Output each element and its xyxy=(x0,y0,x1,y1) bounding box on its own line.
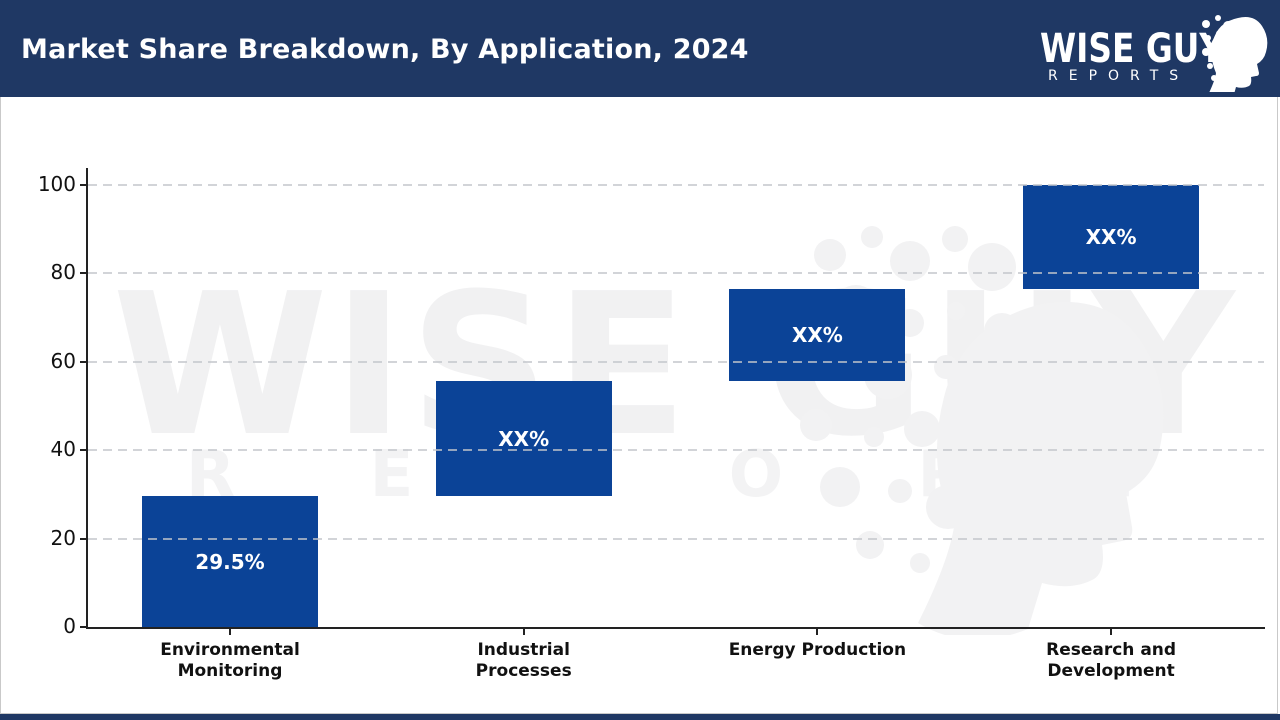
y-axis-tick-label: 20 xyxy=(50,525,76,550)
x-axis-category-label: Environmental Monitoring xyxy=(160,640,300,681)
gridline-80 xyxy=(88,272,1264,275)
y-axis-line xyxy=(86,168,88,629)
bar-value-label: XX% xyxy=(1085,224,1137,249)
y-axis-tick-label: 80 xyxy=(50,260,76,285)
y-axis-tick xyxy=(80,449,87,452)
y-axis-tick-label: 100 xyxy=(37,171,76,196)
y-axis-tick-label: 0 xyxy=(63,614,76,638)
y-axis-tick xyxy=(80,183,87,186)
x-axis-category-label: Research and Development xyxy=(1046,640,1177,681)
y-axis-tick-label: 40 xyxy=(50,437,76,462)
y-axis-tick xyxy=(80,272,87,275)
x-axis-category-label: Industrial Processes xyxy=(475,640,572,681)
chart-title: Market Share Breakdown, By Application, … xyxy=(21,34,749,65)
gridline-60 xyxy=(88,360,1264,363)
y-axis-tick xyxy=(80,360,87,363)
x-axis-tick xyxy=(229,627,231,635)
x-axis-tick xyxy=(1110,627,1113,635)
y-axis-tick-label: 60 xyxy=(50,348,76,373)
x-axis-line xyxy=(86,627,1265,629)
logo-head-icon xyxy=(1202,15,1268,92)
wise-guy-reports-logo: WISE GUY REPORTS xyxy=(1016,8,1268,92)
gridline-40 xyxy=(88,449,1264,452)
bar-environmental-monitoring: 29.5% xyxy=(142,496,318,627)
x-axis-tick xyxy=(816,627,819,635)
footer-bar xyxy=(0,714,1280,720)
logo-wordmark: WISE GUY xyxy=(1040,26,1224,72)
bar-value-label: 29.5% xyxy=(195,549,265,574)
y-axis-tick xyxy=(80,537,87,540)
logo-reports-text: REPORTS xyxy=(1048,68,1190,84)
x-axis-category-label: Energy Production xyxy=(728,640,907,660)
bar-energy-production: XX% xyxy=(729,288,906,382)
bar-industrial-processes: XX% xyxy=(435,381,612,497)
gridline-20 xyxy=(88,537,1264,540)
gridline-100 xyxy=(88,183,1264,186)
report-header: Market Share Breakdown, By Application, … xyxy=(0,0,1280,97)
x-axis-tick xyxy=(522,627,525,635)
bar-value-label: XX% xyxy=(498,426,550,451)
bar-research-and-development: XX% xyxy=(1023,184,1200,289)
y-axis-tick xyxy=(80,626,87,628)
bar-value-label: XX% xyxy=(791,323,843,347)
